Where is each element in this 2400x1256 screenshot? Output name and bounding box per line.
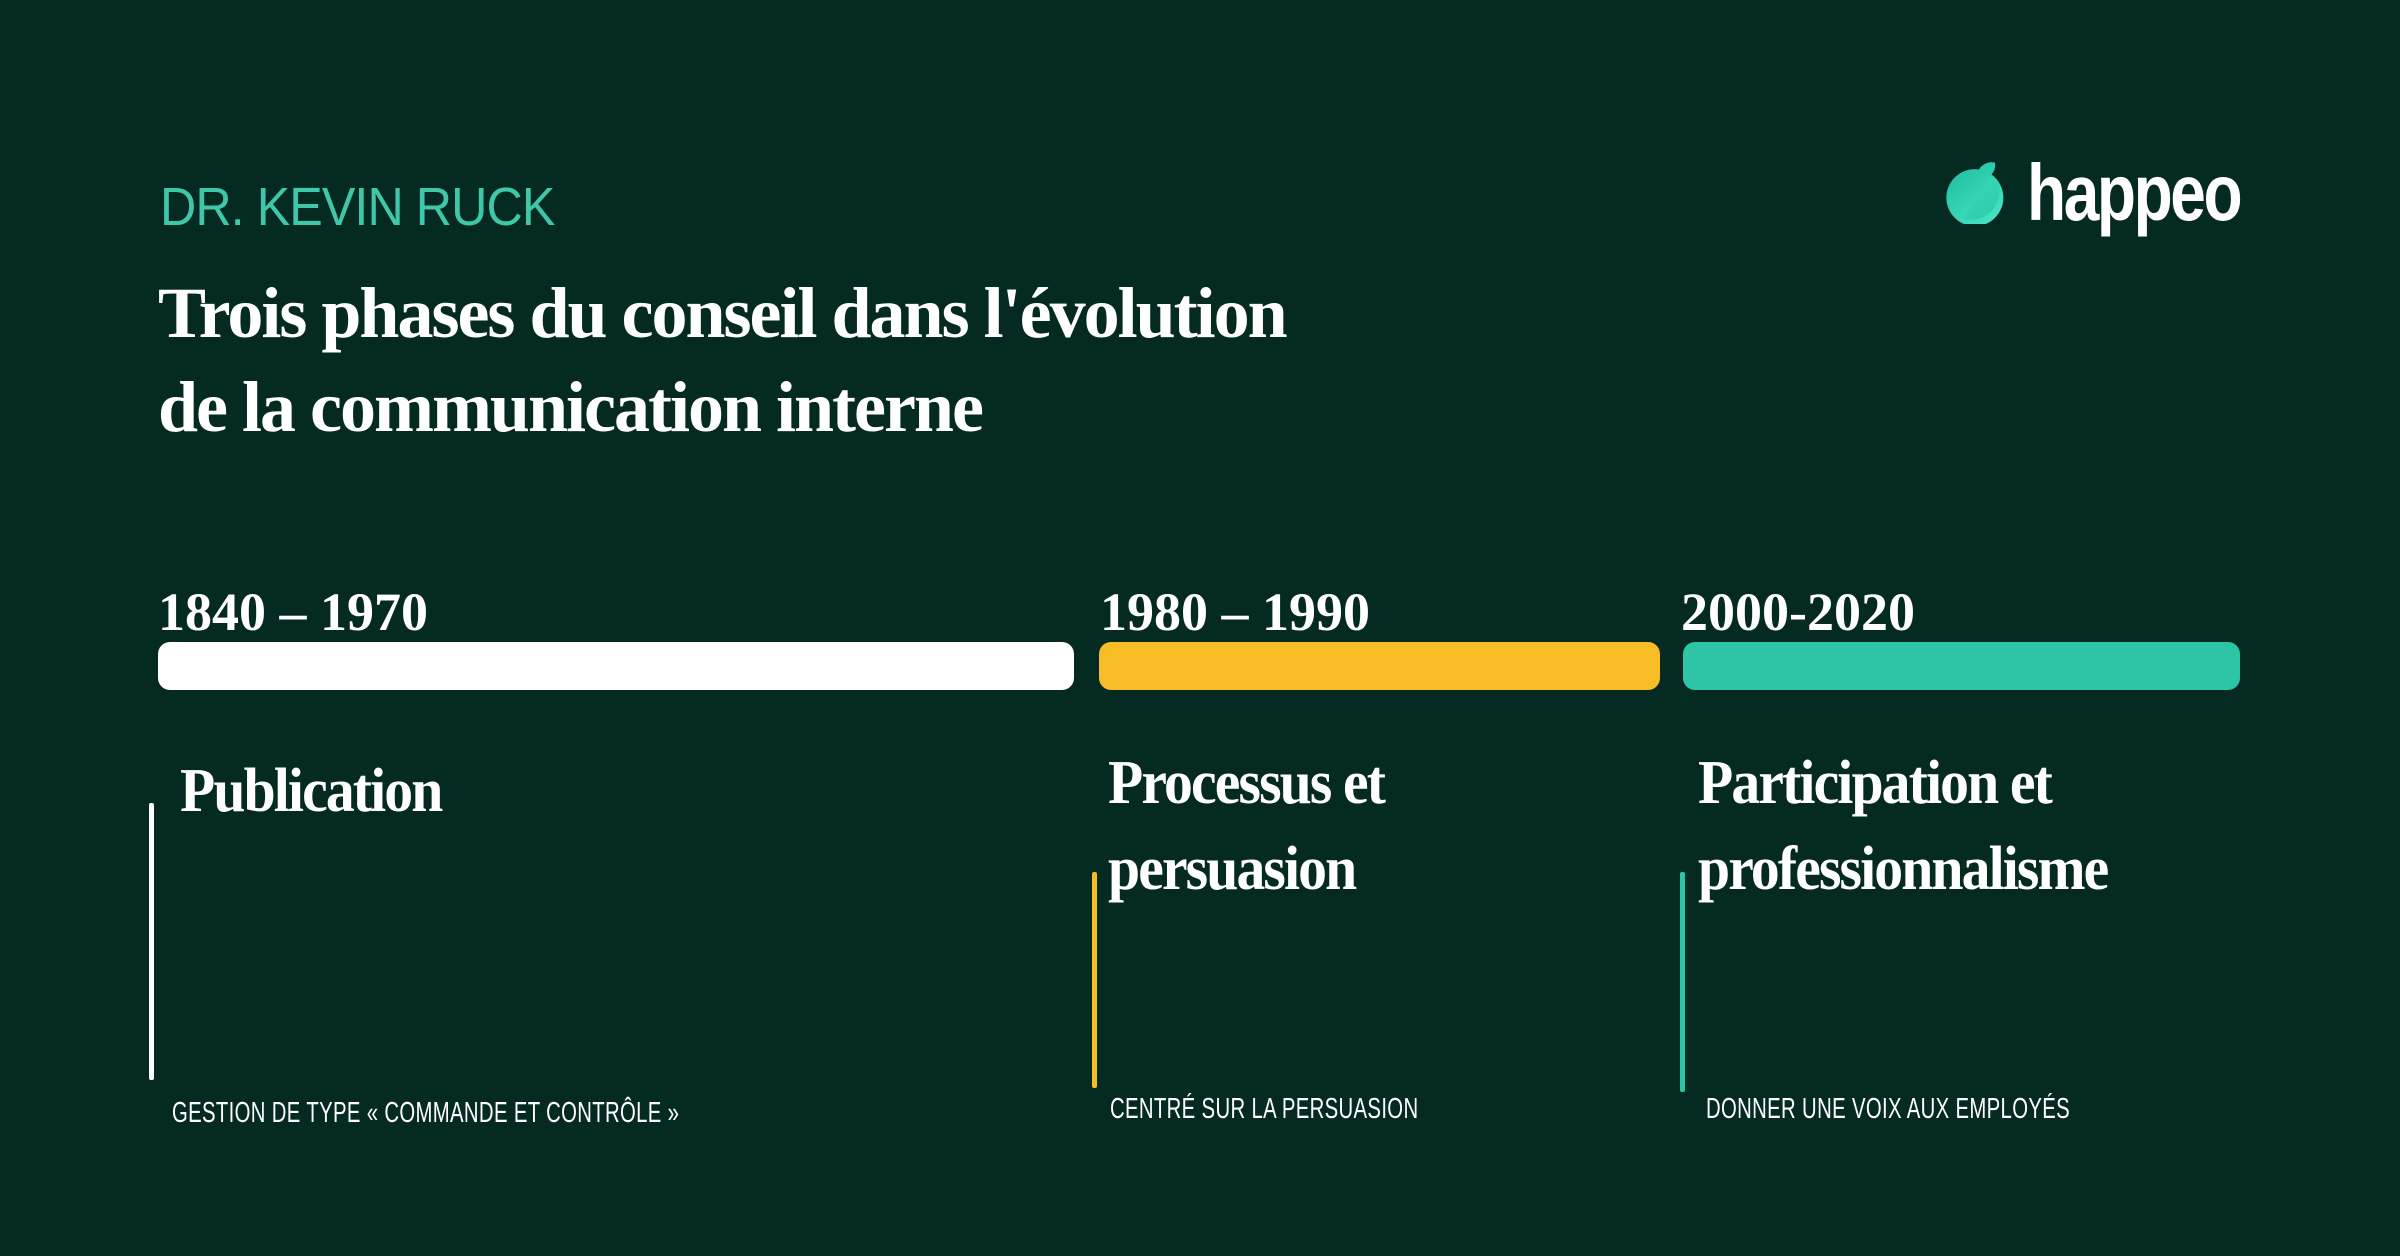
phase-title-1: Publication <box>180 748 443 834</box>
phase-title-2-line1: Processus et <box>1108 749 1386 817</box>
period-label-1: 1840 – 1970 <box>158 582 428 642</box>
phase-caption-1: GESTION DE TYPE « COMMANDE ET CONTRÔLE » <box>172 1097 680 1129</box>
phase-caption-2: CENTRÉ SUR LA PERSUASION <box>1110 1093 1419 1125</box>
phase-caption-3: DONNER UNE VOIX AUX EMPLOYÉS <box>1706 1093 2071 1125</box>
phase-accent-line-1 <box>149 803 154 1080</box>
phase-title-3: Participation et professionnalisme <box>1698 740 2109 912</box>
phase-title-2-line2: persuasion <box>1108 835 1357 903</box>
slide-title-line2: de la communication interne <box>158 367 984 447</box>
author-eyebrow: DR. KEVIN RUCK <box>160 177 555 237</box>
slide-title: Trois phases du conseil dans l'évolution… <box>158 266 1288 454</box>
slide-title-line1: Trois phases du conseil dans l'évolution <box>158 273 1288 353</box>
phase-accent-line-2 <box>1092 872 1097 1088</box>
timeline-bar-2 <box>1099 642 1660 690</box>
period-label-3: 2000-2020 <box>1681 582 1915 642</box>
phase-title-2: Processus et persuasion <box>1108 740 1386 912</box>
timeline-bar-3 <box>1683 642 2240 690</box>
happeo-logo: happeo <box>1943 148 2293 237</box>
phase-title-3-line2: professionnalisme <box>1698 835 2109 903</box>
happeo-logo-text: happeo <box>2027 148 2243 237</box>
period-label-2: 1980 – 1990 <box>1100 582 1370 642</box>
timeline-bar-1 <box>158 642 1074 690</box>
phase-title-1-line1: Publication <box>180 757 443 825</box>
happeo-leaf-icon <box>1946 162 2004 224</box>
phase-title-3-line1: Participation et <box>1698 749 2053 817</box>
phase-accent-line-3 <box>1680 872 1685 1092</box>
